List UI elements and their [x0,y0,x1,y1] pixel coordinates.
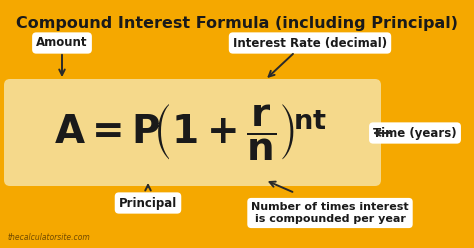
Text: Time (years): Time (years) [373,126,457,139]
Text: Interest Rate (decimal): Interest Rate (decimal) [233,36,387,50]
Text: Compound Interest Formula (including Principal): Compound Interest Formula (including Pri… [16,16,458,31]
Text: thecalculatorsite.com: thecalculatorsite.com [8,233,91,242]
Text: Number of times interest
is compounded per year: Number of times interest is compounded p… [251,202,409,224]
FancyBboxPatch shape [4,79,381,186]
Text: Amount: Amount [36,36,88,50]
Text: $\mathbf{A = P\!\left(1+\dfrac{r}{n}\right)^{\!nt}}$: $\mathbf{A = P\!\left(1+\dfrac{r}{n}\rig… [54,103,327,163]
Text: Principal: Principal [119,196,177,210]
